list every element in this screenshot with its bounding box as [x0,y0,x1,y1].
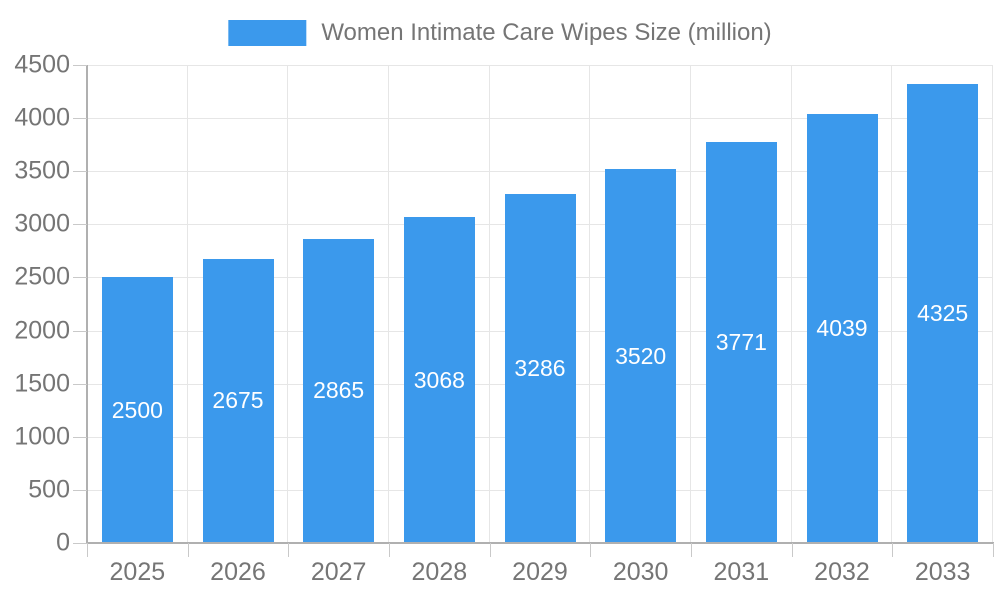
y-axis-label: 3000 [14,209,70,238]
x-axis-label: 2033 [914,558,971,586]
bar-2025[interactable]: 2500 [101,277,173,543]
bar-2033[interactable]: 4325 [907,83,979,543]
y-axis-tick [73,436,87,438]
bar-2026[interactable]: 2675 [202,258,274,543]
bar-2029[interactable]: 3286 [504,193,576,543]
x-axis-tick [590,543,592,557]
y-axis-tick [73,383,87,385]
x-axis-tick [691,543,692,557]
legend-label: Women Intimate Care Wipes Size (million) [321,19,772,46]
y-axis-tick [73,330,87,332]
bar-value-label: 4325 [917,299,969,326]
legend-item[interactable]: Women Intimate Care Wipes Size (million) [228,19,772,47]
bar-value-label: 2865 [313,377,365,404]
x-axis-label: 2031 [713,558,770,586]
x-gridline [186,65,188,543]
y-axis-tick [73,277,87,279]
x-axis-label: 2026 [210,558,266,586]
bar-2027[interactable]: 2865 [303,238,375,543]
y-gridline [87,171,993,173]
y-gridline [87,65,993,66]
x-axis-tick [892,543,894,557]
bar-2028[interactable]: 3068 [403,217,475,543]
x-gridline [488,65,490,543]
y-axis-tick [73,543,87,544]
y-axis-label: 2000 [14,316,70,345]
bar-value-label: 3286 [514,354,566,381]
x-axis-tick [87,543,88,557]
x-gridline [992,65,993,543]
plot-area: 2500 2675 2865 3068 3286 3520 3771 4039 4325 [87,65,993,543]
x-axis-tick [791,543,793,557]
x-axis-label: 2025 [109,558,166,586]
x-gridline [690,65,691,543]
x-axis-tick [187,543,189,557]
bar-value-label: 3520 [615,342,667,369]
x-axis-line [86,542,994,544]
legend-swatch-icon [228,20,307,46]
x-axis-label: 2028 [411,558,468,586]
x-gridline [891,65,893,543]
x-gridline [790,65,792,543]
y-axis-label: 1500 [14,369,70,398]
y-axis-tick [73,224,87,226]
bar-value-label: 2500 [111,396,163,423]
bar-2031[interactable]: 3771 [705,142,777,543]
y-axis-label: 0 [56,528,70,557]
x-gridline [388,65,389,543]
x-gridline [287,65,289,543]
y-axis-tick [73,65,87,66]
y-axis-label: 2500 [14,262,70,291]
bar-value-label: 4039 [816,314,868,341]
y-axis-label: 4500 [14,50,70,79]
y-axis-tick [73,489,87,491]
bar-2030[interactable]: 3520 [605,169,677,543]
y-axis-line [86,65,88,543]
y-axis-tick [73,171,87,173]
bar-value-label: 2675 [212,387,264,414]
x-axis-label: 2027 [310,558,367,586]
x-axis-tick [489,543,491,557]
bar-2032[interactable]: 4039 [806,113,878,543]
x-axis-tick [389,543,390,557]
bar-value-label: 3771 [715,329,767,356]
y-axis-tick [73,118,87,120]
x-axis-tick [288,543,290,557]
y-axis-label: 1000 [14,422,70,451]
x-axis-label: 2030 [612,558,669,586]
x-axis-label: 2032 [814,558,870,586]
y-axis-label: 3500 [14,156,70,185]
x-gridline [589,65,591,543]
y-axis-label: 4000 [14,103,70,132]
y-axis-label: 500 [28,475,70,504]
x-axis-label: 2029 [512,558,568,586]
x-axis-tick [993,543,994,557]
y-gridline [87,118,993,120]
bar-value-label: 3068 [413,366,465,393]
